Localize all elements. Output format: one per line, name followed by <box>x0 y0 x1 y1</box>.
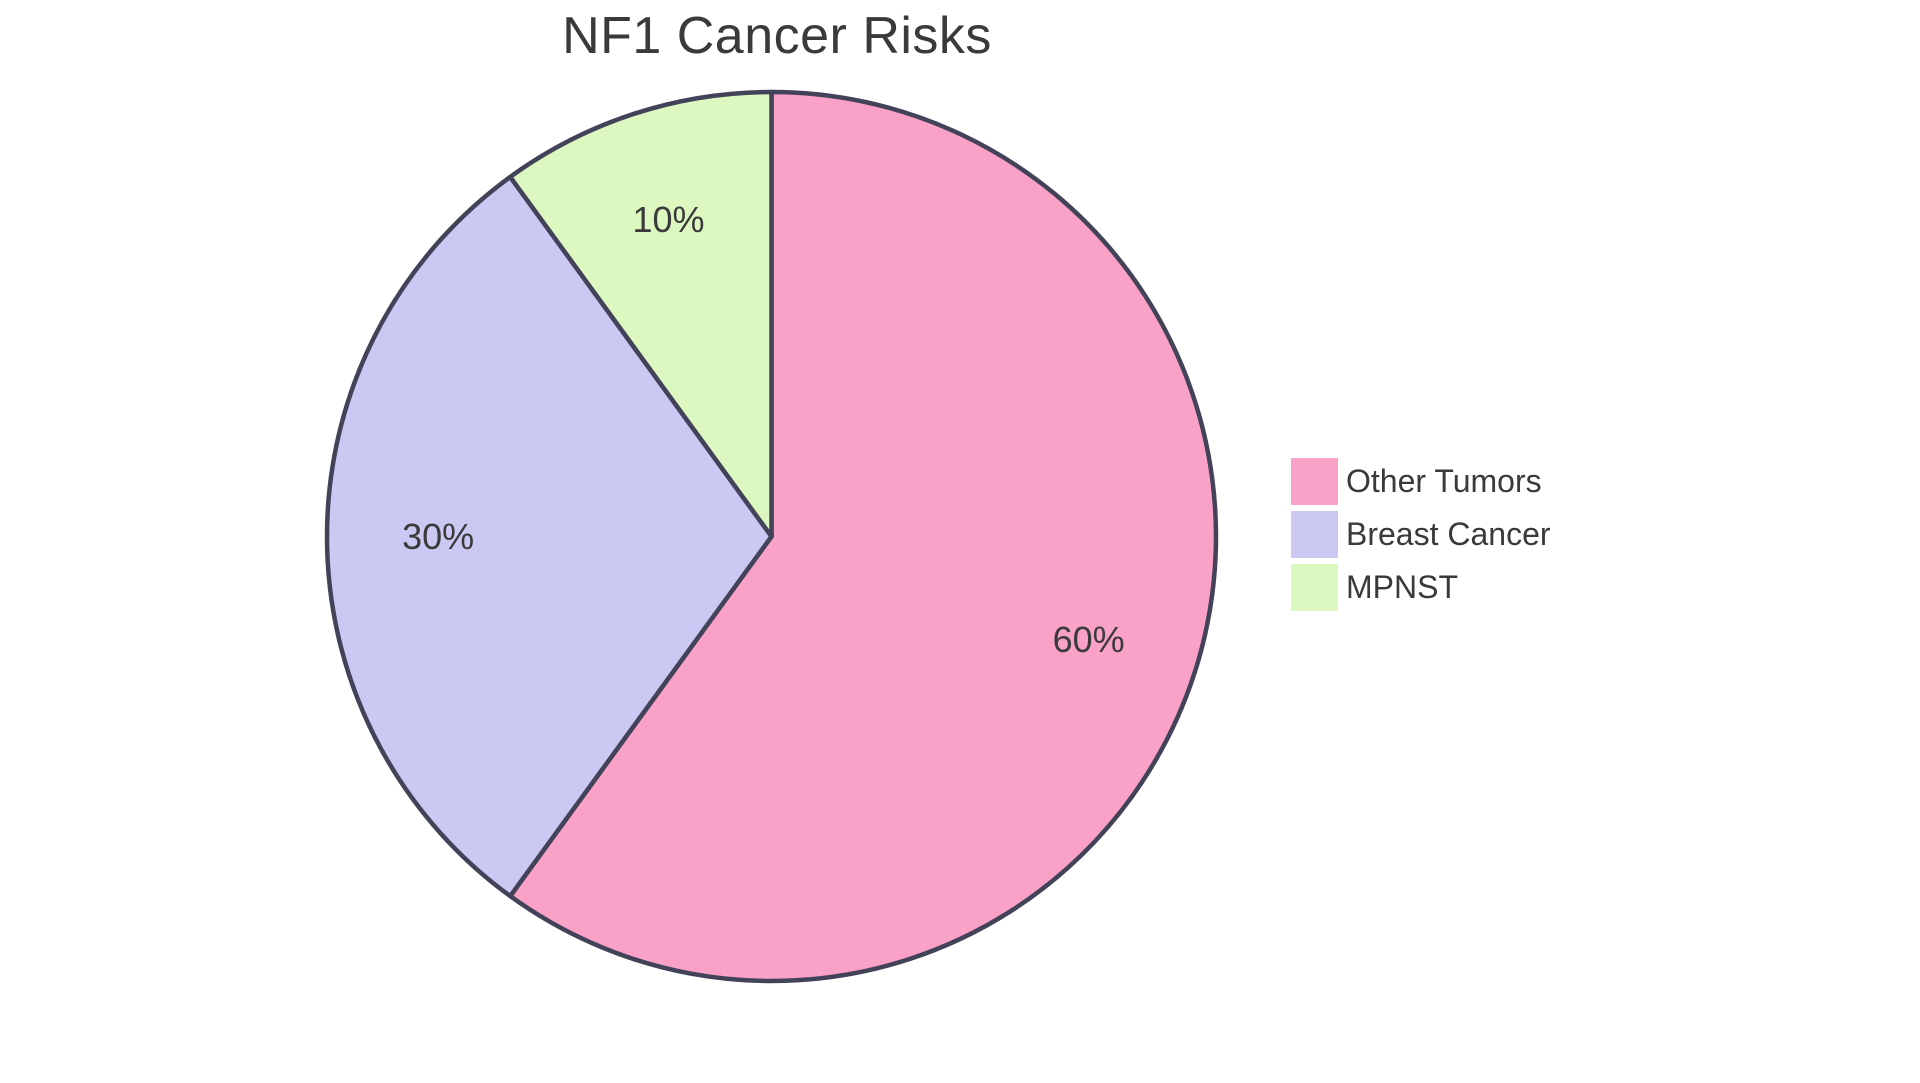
pie-slice-pct-label-mpnst: 10% <box>632 199 704 240</box>
legend: Other Tumors Breast Cancer MPNST <box>1291 458 1551 611</box>
pie-slice-pct-label-breast-cancer: 30% <box>402 516 474 557</box>
legend-label-breast-cancer: Breast Cancer <box>1346 516 1551 552</box>
pie-slice-mpnst <box>507 89 774 539</box>
legend-item-breast-cancer: Breast Cancer <box>1291 511 1551 558</box>
legend-label-other-tumors: Other Tumors <box>1346 463 1542 499</box>
legend-swatch-mpnst <box>1291 564 1338 611</box>
legend-swatch-breast-cancer <box>1291 511 1338 558</box>
pie-slice-breast-cancer <box>324 174 774 899</box>
pie-slice-pct-label-other-tumors: 60% <box>1053 619 1125 660</box>
chart-title: NF1 Cancer Risks <box>562 7 992 65</box>
legend-item-mpnst: MPNST <box>1291 564 1551 611</box>
legend-swatch-other-tumors <box>1291 458 1338 505</box>
legend-label-mpnst: MPNST <box>1346 569 1458 605</box>
legend-item-other-tumors: Other Tumors <box>1291 458 1551 505</box>
pie-slice-other-tumors <box>507 89 1219 984</box>
